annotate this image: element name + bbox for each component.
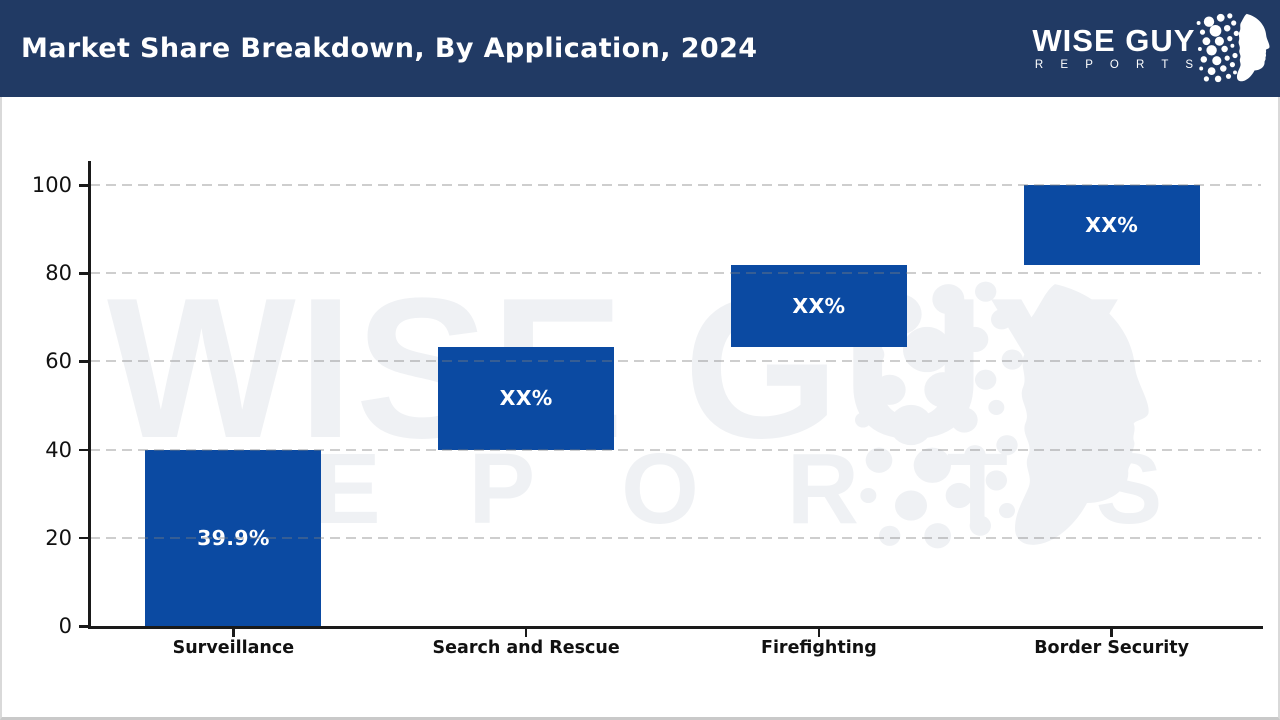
logo-secondary-text: R E P O R T S — [1034, 59, 1200, 72]
wise-guy-logo: WISE GUY R E P O R T S — [1028, 0, 1274, 97]
y-axis-line — [88, 161, 91, 628]
gridline — [90, 448, 1261, 451]
y-axis-tick — [79, 448, 88, 452]
category-label: Firefighting — [760, 638, 877, 658]
header-bar: Market Share Breakdown, By Application, … — [0, 0, 1280, 97]
y-axis-tick-label: 20 — [45, 525, 72, 550]
chart-canvas: WISE GUY R E P O R T S 0 20 40 60 80 100 39.9%… — [0, 97, 1280, 720]
bar-value-label: 39.9% — [197, 526, 270, 550]
gridline — [90, 536, 1261, 539]
bar-value-label: XX% — [499, 386, 553, 411]
gridline — [90, 184, 1261, 186]
bar-segment: XX% — [1023, 185, 1200, 265]
waterfall-chart: 0 20 40 60 80 100 39.9% Surveillance XX% Search a… — [2, 97, 1278, 717]
y-axis-tick-label: 60 — [45, 349, 72, 374]
logo-wordmark: WISE GUY R E P O R T S — [1028, 25, 1200, 72]
x-axis-tick — [232, 628, 235, 637]
y-axis-tick-label: 40 — [45, 437, 72, 462]
bar-segment: XX% — [438, 346, 615, 451]
bar-segment: XX% — [730, 264, 907, 347]
y-axis-tick-label: 0 — [58, 614, 72, 638]
y-axis-tick-label: 80 — [45, 261, 72, 286]
bar-value-label: XX% — [1085, 212, 1139, 237]
x-axis-tick — [817, 628, 821, 637]
category-label: Search and Rescue — [432, 638, 620, 658]
bar-segment: 39.9% — [145, 450, 322, 626]
y-axis-tick — [79, 272, 88, 275]
bar-value-label: XX% — [792, 293, 846, 318]
gridline — [90, 360, 1261, 363]
y-axis-tick — [79, 625, 88, 628]
x-axis-tick — [1110, 628, 1113, 637]
logo-primary-text: WISE GUY — [1032, 23, 1196, 59]
y-axis-tick — [79, 360, 88, 363]
gridline — [90, 272, 1261, 275]
category-label: Surveillance — [172, 638, 295, 658]
logo-head-icon — [1196, 6, 1274, 92]
x-axis-tick — [524, 628, 528, 637]
y-axis-tick — [79, 184, 88, 187]
x-axis-line — [88, 626, 1263, 629]
category-label: Border Security — [1034, 638, 1190, 658]
page-title: Market Share Breakdown, By Application, … — [21, 33, 758, 64]
y-axis-tick-label: 100 — [31, 173, 72, 197]
y-axis-tick — [79, 536, 88, 540]
